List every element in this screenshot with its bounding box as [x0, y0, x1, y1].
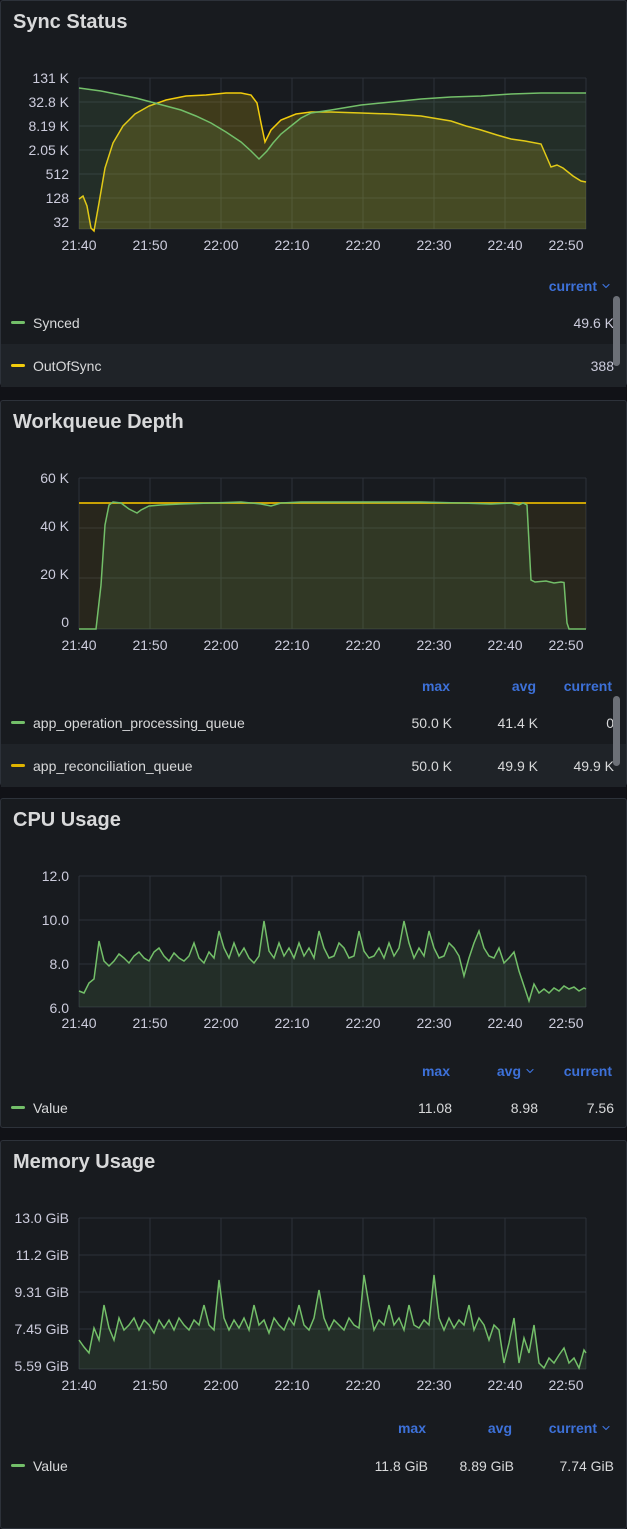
- svg-text:22:10: 22:10: [274, 1015, 309, 1031]
- svg-text:21:50: 21:50: [132, 1377, 167, 1393]
- svg-text:21:50: 21:50: [132, 637, 167, 653]
- svg-text:21:40: 21:40: [61, 1015, 96, 1031]
- svg-text:7.45 GiB: 7.45 GiB: [15, 1321, 69, 1337]
- svg-text:21:40: 21:40: [61, 237, 96, 253]
- svg-text:21:40: 21:40: [61, 1377, 96, 1393]
- svg-text:20 K: 20 K: [40, 566, 69, 582]
- svg-text:8.0: 8.0: [50, 956, 70, 972]
- svg-text:22:20: 22:20: [345, 637, 380, 653]
- svg-text:22:00: 22:00: [203, 637, 238, 653]
- svg-text:131 K: 131 K: [32, 70, 69, 86]
- svg-text:22:00: 22:00: [203, 237, 238, 253]
- svg-text:21:40: 21:40: [61, 637, 96, 653]
- svg-text:22:20: 22:20: [345, 1015, 380, 1031]
- svg-text:22:10: 22:10: [274, 237, 309, 253]
- svg-text:40 K: 40 K: [40, 518, 69, 534]
- svg-text:12.0: 12.0: [42, 868, 69, 884]
- svg-text:22:20: 22:20: [345, 1377, 380, 1393]
- svg-text:128: 128: [46, 190, 70, 206]
- svg-text:9.31 GiB: 9.31 GiB: [15, 1284, 69, 1300]
- svg-text:22:40: 22:40: [487, 1377, 522, 1393]
- svg-text:22:20: 22:20: [345, 237, 380, 253]
- svg-text:22:00: 22:00: [203, 1015, 238, 1031]
- svg-text:22:10: 22:10: [274, 1377, 309, 1393]
- svg-text:22:40: 22:40: [487, 237, 522, 253]
- svg-text:60 K: 60 K: [40, 470, 69, 486]
- svg-text:5.59 GiB: 5.59 GiB: [15, 1358, 69, 1374]
- svg-text:32.8 K: 32.8 K: [29, 94, 70, 110]
- svg-text:22:30: 22:30: [416, 237, 451, 253]
- svg-text:22:40: 22:40: [487, 1015, 522, 1031]
- svg-text:22:50: 22:50: [548, 1377, 583, 1393]
- svg-text:21:50: 21:50: [132, 1015, 167, 1031]
- svg-text:22:40: 22:40: [487, 637, 522, 653]
- svg-text:22:50: 22:50: [548, 637, 583, 653]
- svg-text:11.2 GiB: 11.2 GiB: [16, 1247, 69, 1263]
- svg-text:22:30: 22:30: [416, 1377, 451, 1393]
- svg-text:22:50: 22:50: [548, 1015, 583, 1031]
- svg-text:22:30: 22:30: [416, 637, 451, 653]
- svg-text:22:50: 22:50: [548, 237, 583, 253]
- svg-text:22:10: 22:10: [274, 637, 309, 653]
- svg-text:10.0: 10.0: [42, 912, 69, 928]
- svg-text:13.0 GiB: 13.0 GiB: [15, 1210, 69, 1226]
- svg-text:0: 0: [61, 614, 69, 630]
- svg-text:512: 512: [46, 166, 70, 182]
- svg-text:6.0: 6.0: [50, 1000, 70, 1016]
- svg-text:22:00: 22:00: [203, 1377, 238, 1393]
- svg-text:22:30: 22:30: [416, 1015, 451, 1031]
- svg-text:21:50: 21:50: [132, 237, 167, 253]
- svg-text:32: 32: [53, 214, 69, 230]
- svg-text:2.05 K: 2.05 K: [29, 142, 70, 158]
- svg-text:8.19 K: 8.19 K: [29, 118, 70, 134]
